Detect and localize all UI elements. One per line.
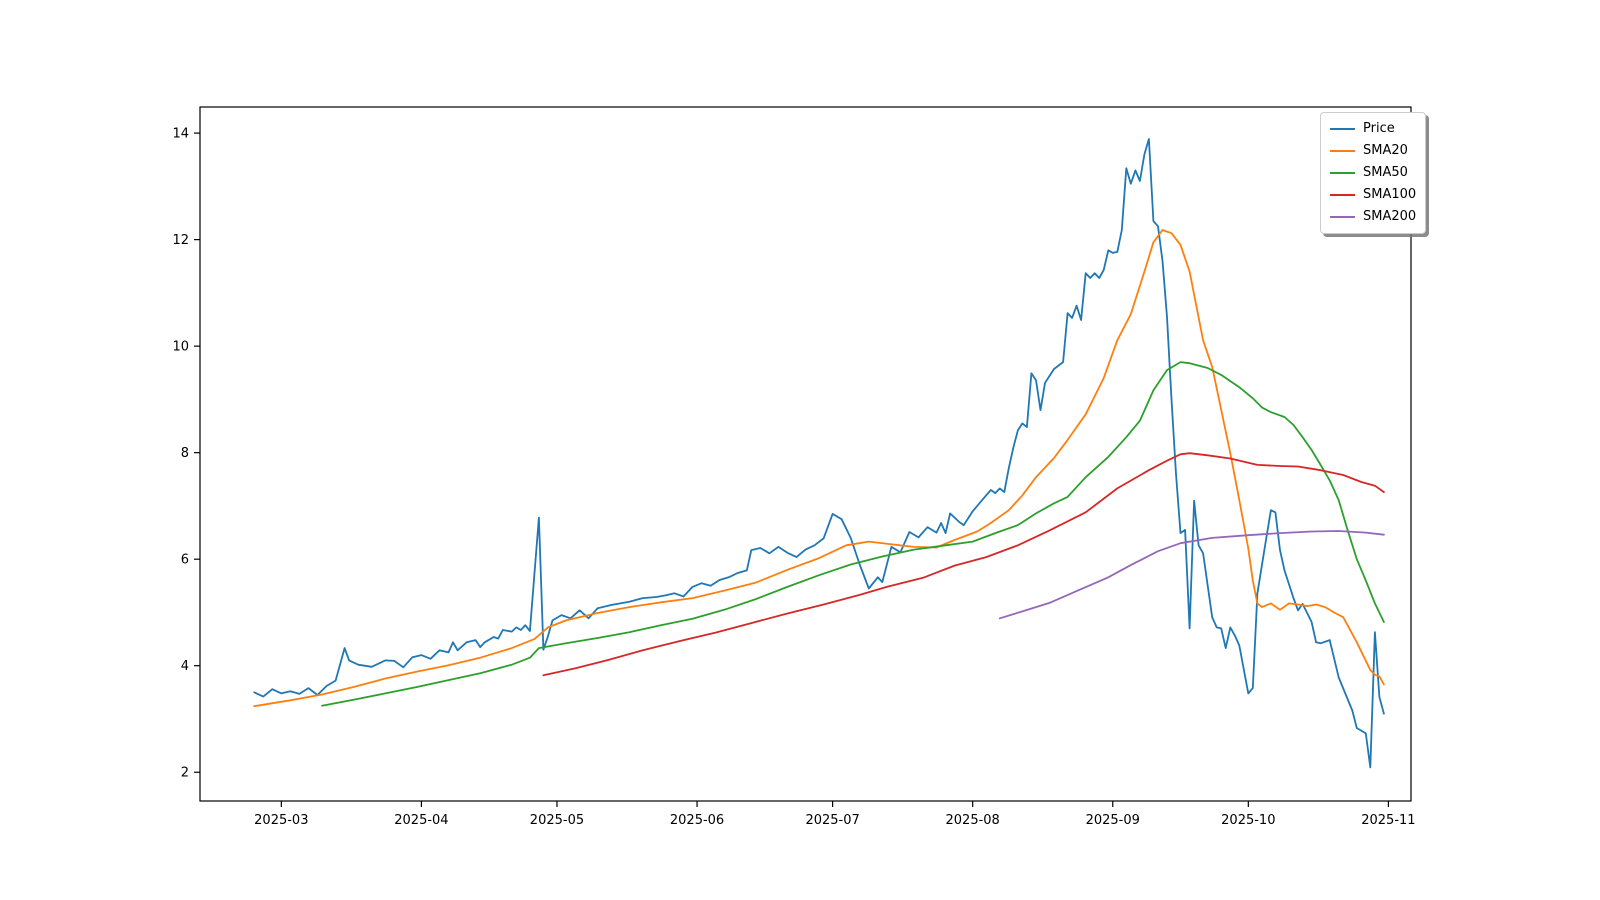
sma50-line — [321, 361, 1385, 707]
y-tick-label: 4 — [181, 659, 189, 674]
x-tick-label: 2025-06 — [670, 813, 724, 828]
x-tick-label: 2025-10 — [1221, 813, 1275, 828]
legend-box: Price SMA20 SMA50 SMA100 SMA200 — [1320, 112, 1427, 234]
legend-entry-price: Price — [1330, 119, 1416, 139]
x-tick-label: 2025-09 — [1086, 813, 1140, 828]
sma20-line — [253, 229, 1385, 708]
x-tick-label: 2025-11 — [1361, 813, 1415, 828]
x-tick-label: 2025-04 — [394, 813, 448, 828]
sma20-line-swatch — [1330, 150, 1355, 152]
sma50-line-swatch — [1330, 172, 1355, 174]
legend-entry-sma20: SMA20 — [1330, 141, 1416, 161]
legend-label-sma200: SMA200 — [1363, 209, 1417, 224]
legend-label-sma100: SMA100 — [1363, 187, 1417, 202]
axes-frame — [199, 106, 1412, 802]
price-line-swatch — [1330, 128, 1355, 130]
x-tick-label: 2025-07 — [805, 813, 859, 828]
price-line — [253, 138, 1385, 769]
y-tick-label: 10 — [172, 340, 189, 355]
y-tick-label: 2 — [181, 766, 189, 781]
x-tick-label: 2025-03 — [254, 813, 308, 828]
legend-entry-sma200: SMA200 — [1330, 207, 1416, 227]
y-tick-label: 8 — [181, 446, 189, 461]
sma200-line-swatch — [1330, 216, 1355, 218]
x-tick-label: 2025-05 — [530, 813, 584, 828]
sma100-line — [542, 452, 1385, 677]
y-tick-label: 14 — [172, 127, 189, 142]
legend-label-price: Price — [1363, 121, 1395, 136]
x-tick-label: 2025-08 — [946, 813, 1000, 828]
legend-label-sma50: SMA50 — [1363, 165, 1408, 180]
legend-label-sma20: SMA20 — [1363, 143, 1408, 158]
y-tick-label: 12 — [172, 233, 189, 248]
sma200-line — [998, 530, 1385, 620]
legend-entry-sma100: SMA100 — [1330, 185, 1416, 205]
legend-entry-sma50: SMA50 — [1330, 163, 1416, 183]
sma100-line-swatch — [1330, 194, 1355, 196]
y-tick-label: 6 — [181, 553, 189, 568]
